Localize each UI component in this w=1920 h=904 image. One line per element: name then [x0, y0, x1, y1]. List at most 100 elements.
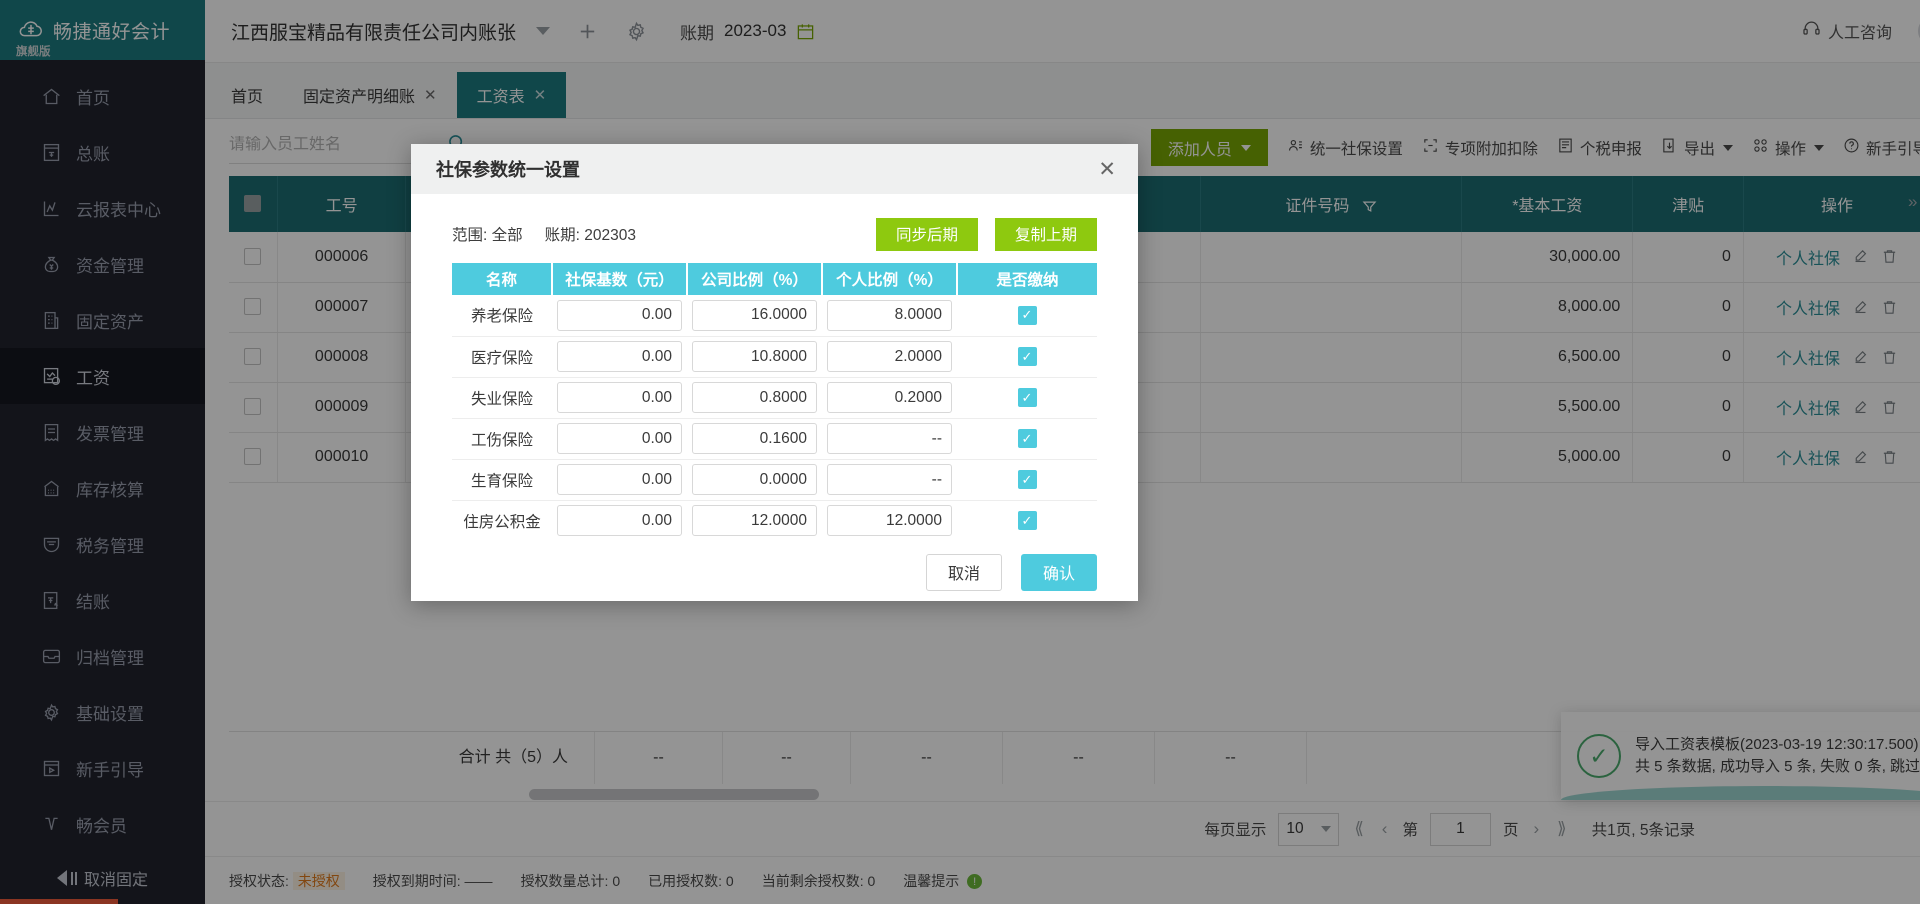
row-checkbox[interactable]	[244, 448, 262, 466]
trash-icon[interactable]	[1881, 248, 1898, 265]
personal-insurance-link[interactable]: 个人社保	[1775, 250, 1840, 268]
user-menu[interactable]: 畅捷通	[1917, 16, 1920, 46]
base-input[interactable]	[557, 423, 682, 454]
confirm-button[interactable]: 确认	[1021, 553, 1097, 591]
column-base-salary[interactable]: *基本工资	[1461, 176, 1634, 232]
tab-fixed-asset-ledger[interactable]: 固定资产明细账 ✕	[283, 72, 457, 118]
base-input[interactable]	[557, 382, 682, 413]
first-page-icon[interactable]: ⟪	[1354, 819, 1364, 838]
trash-icon[interactable]	[1881, 399, 1898, 416]
row-checkbox[interactable]	[244, 348, 262, 366]
personal-insurance-link[interactable]: 个人社保	[1775, 351, 1840, 368]
sidebar-item-payroll[interactable]: 工资	[0, 348, 205, 405]
gear-icon[interactable]	[625, 20, 648, 43]
row-checkbox[interactable]	[244, 298, 262, 316]
next-page-icon[interactable]: ›	[1533, 819, 1540, 838]
sidebar-item-cloud-report[interactable]: 云报表中心	[0, 180, 205, 236]
chevron-down-icon[interactable]	[536, 27, 551, 35]
base-input[interactable]	[557, 464, 682, 495]
tab-home[interactable]: 首页	[211, 72, 283, 118]
tab-payroll-sheet[interactable]: 工资表 ✕	[456, 72, 567, 118]
company-rate-input[interactable]	[692, 464, 817, 495]
sidebar-item-tax[interactable]: 税务管理	[0, 516, 205, 572]
add-employee-button[interactable]: 添加人员	[1150, 129, 1268, 166]
company-rate-input[interactable]	[692, 382, 817, 413]
sidebar-item-ledger[interactable]: 总账	[0, 124, 205, 180]
column-id-number[interactable]: 证件号码	[1200, 176, 1463, 232]
company-rate-input[interactable]	[692, 299, 817, 331]
base-input[interactable]	[557, 299, 682, 331]
trash-icon[interactable]	[1881, 349, 1898, 366]
pay-checkbox[interactable]: ✓	[1017, 429, 1037, 448]
sidebar-item-archive[interactable]: 归档管理	[0, 628, 205, 684]
pay-checkbox[interactable]: ✓	[1017, 347, 1037, 366]
base-input[interactable]	[557, 505, 682, 537]
prev-page-icon[interactable]: ‹	[1381, 819, 1388, 838]
search-input[interactable]	[229, 135, 446, 154]
sidebar-item-home[interactable]: 首页	[0, 68, 205, 124]
per-page-select[interactable]: 10	[1278, 812, 1340, 846]
select-all-checkbox[interactable]	[244, 195, 262, 213]
pay-checkbox[interactable]: ✓	[1017, 511, 1037, 531]
personal-insurance-link[interactable]: 个人社保	[1775, 401, 1840, 418]
sidebar-collapse-toggle[interactable]: 取消固定	[0, 852, 205, 904]
close-icon[interactable]: ✕	[533, 87, 547, 104]
company-rate-input[interactable]	[692, 423, 817, 454]
tax-declaration-button[interactable]: 个税申报	[1557, 137, 1642, 159]
close-icon[interactable]: ✕	[1098, 157, 1116, 181]
personal-rate-input[interactable]	[827, 382, 952, 413]
license-tip[interactable]: 温馨提示 !	[903, 871, 983, 891]
sidebar-item-vip[interactable]: 畅会员	[0, 796, 205, 852]
sync-future-button[interactable]: 同步后期	[875, 217, 978, 251]
special-deduction-button[interactable]: 专项附加扣除	[1422, 137, 1538, 159]
edit-icon[interactable]	[1852, 349, 1869, 366]
personal-rate-input[interactable]	[827, 464, 952, 495]
cancel-button[interactable]: 取消	[926, 553, 1002, 591]
support-link[interactable]: 人工咨询	[1802, 19, 1892, 43]
sidebar-item-closing[interactable]: 结账	[0, 572, 205, 628]
pay-checkbox[interactable]: ✓	[1017, 305, 1037, 325]
row-checkbox[interactable]	[244, 398, 262, 416]
sidebar-item-basic-settings[interactable]: 基础设置	[0, 684, 205, 740]
personal-rate-input[interactable]	[827, 505, 952, 537]
social-insurance-settings-button[interactable]: 统一社保设置	[1287, 137, 1403, 159]
trash-icon[interactable]	[1881, 299, 1898, 316]
personal-insurance-link[interactable]: 个人社保	[1775, 451, 1840, 468]
personal-rate-input[interactable]	[827, 299, 952, 331]
period-selector[interactable]: 账期 2023-03	[680, 19, 815, 44]
plus-icon[interactable]	[576, 20, 599, 43]
edit-icon[interactable]	[1852, 248, 1869, 265]
sidebar-item-fixed-assets[interactable]: 固定资产	[0, 292, 205, 348]
row-checkbox[interactable]	[244, 248, 262, 266]
edit-icon[interactable]	[1852, 399, 1869, 416]
sidebar-item-guide[interactable]: 新手引导	[0, 740, 205, 796]
column-subsidy[interactable]: 津贴	[1632, 176, 1744, 232]
company-name[interactable]: 江西服宝精品有限责任公司内账张	[231, 22, 517, 44]
calendar-icon[interactable]	[796, 22, 815, 41]
beginner-guide-button[interactable]: 新手引导	[1843, 137, 1920, 159]
page-input[interactable]	[1429, 812, 1491, 846]
edit-icon[interactable]	[1852, 299, 1869, 316]
export-button[interactable]: 导出	[1661, 137, 1733, 159]
company-rate-input[interactable]	[692, 505, 817, 537]
personal-rate-input[interactable]	[827, 423, 952, 454]
last-page-icon[interactable]: ⟫	[1557, 819, 1567, 838]
scrollbar-thumb[interactable]	[529, 789, 819, 800]
copy-previous-button[interactable]: 复制上期	[994, 217, 1097, 251]
trash-icon[interactable]	[1881, 449, 1898, 466]
sidebar-item-inventory[interactable]: 库存核算	[0, 460, 205, 516]
pay-checkbox[interactable]: ✓	[1017, 470, 1037, 489]
personal-insurance-link[interactable]: 个人社保	[1775, 301, 1840, 318]
column-empno[interactable]: 工号	[277, 176, 407, 232]
pay-checkbox[interactable]: ✓	[1017, 388, 1037, 407]
sidebar-item-funds[interactable]: 资金管理	[0, 236, 205, 292]
chevrons-right-icon[interactable]: »	[1908, 192, 1918, 211]
horizontal-scrollbar[interactable]	[229, 789, 1920, 801]
company-rate-input[interactable]	[692, 341, 817, 372]
sidebar-item-invoice[interactable]: 发票管理	[0, 404, 205, 460]
base-input[interactable]	[557, 341, 682, 372]
filter-icon[interactable]	[1362, 199, 1377, 214]
personal-rate-input[interactable]	[827, 341, 952, 372]
edit-icon[interactable]	[1852, 449, 1869, 466]
operations-button[interactable]: 操作	[1752, 137, 1824, 159]
